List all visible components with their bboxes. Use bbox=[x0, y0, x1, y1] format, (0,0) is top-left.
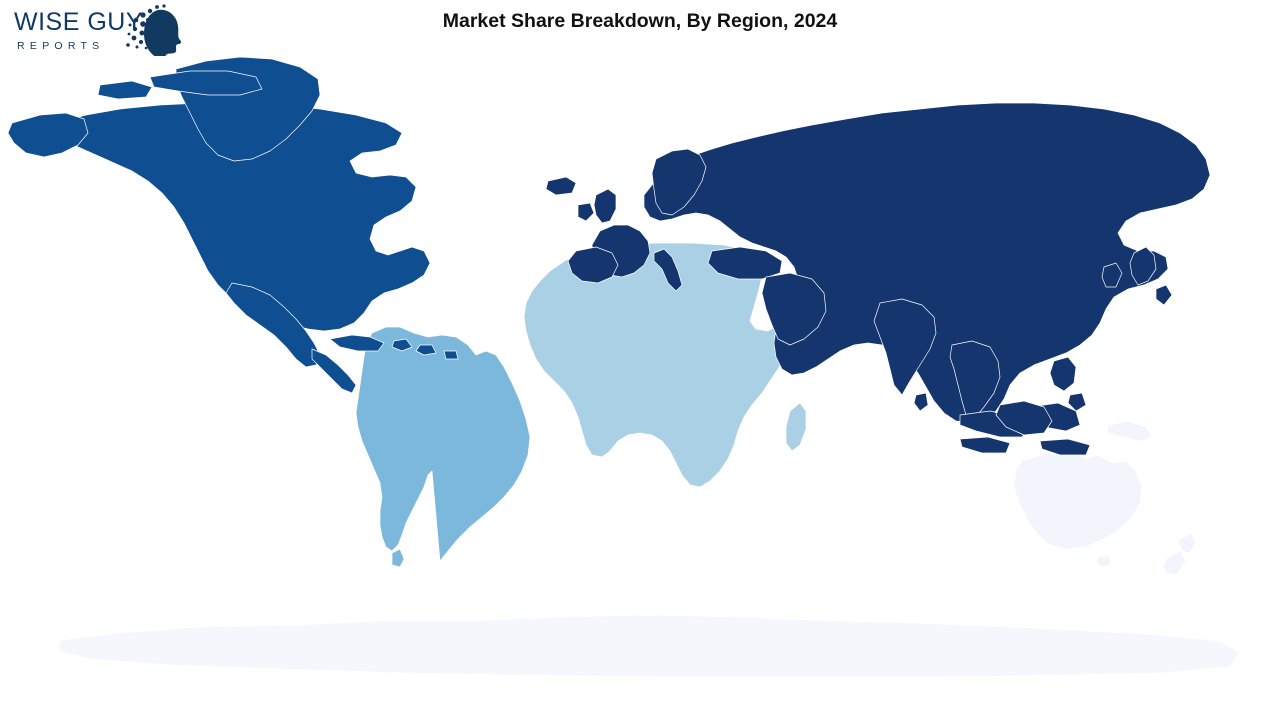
logo-line2: R E P O R T S bbox=[17, 40, 100, 52]
korea-landmass bbox=[1102, 263, 1122, 287]
africa-landmass bbox=[524, 243, 796, 487]
png-landmass bbox=[1108, 421, 1152, 441]
new-zealand-landmass bbox=[1163, 533, 1196, 575]
map-region-oceania bbox=[1014, 421, 1196, 575]
head-shape bbox=[144, 9, 182, 56]
canadian-arctic-islands bbox=[98, 71, 262, 99]
map-region-eurasia bbox=[546, 103, 1210, 455]
malaysia-borneo-landmass bbox=[996, 401, 1052, 435]
antarctica-landmass bbox=[58, 615, 1240, 677]
uk-ireland-landmass bbox=[578, 189, 616, 223]
central-america-landmass bbox=[312, 349, 356, 393]
logo-wordmark: WISE GUY R E P O R T S bbox=[14, 8, 143, 52]
alaska-landmass bbox=[8, 113, 88, 157]
caribbean-islands bbox=[330, 335, 458, 359]
logo-line1: WISE GUY bbox=[14, 8, 143, 36]
south-america-landmass bbox=[356, 327, 530, 561]
australia-landmass bbox=[1014, 451, 1142, 549]
canada-usa-landmass bbox=[56, 103, 430, 331]
scandinavia-landmass bbox=[652, 149, 706, 215]
map-region-africa bbox=[524, 243, 806, 487]
logo-svg: WISE GUY R E P O R T S bbox=[14, 4, 182, 56]
map-region-south-america bbox=[356, 327, 530, 567]
iberia-landmass bbox=[568, 247, 618, 283]
japan-landmass bbox=[1130, 247, 1172, 305]
india-landmass bbox=[874, 299, 936, 395]
iceland-landmass bbox=[546, 177, 576, 195]
tasmania-landmass bbox=[1097, 555, 1112, 567]
chart-header: WISE GUY R E P O R T S bbox=[0, 0, 1280, 62]
mexico-landmass bbox=[226, 283, 320, 367]
italy-landmass bbox=[654, 249, 682, 291]
wise-guy-reports-logo: WISE GUY R E P O R T S bbox=[12, 4, 192, 56]
madagascar-landmass bbox=[786, 403, 806, 451]
world-map bbox=[0, 55, 1280, 720]
head-dots-logo-icon bbox=[126, 4, 182, 56]
world-map-svg bbox=[0, 55, 1280, 720]
map-region-antarctica bbox=[58, 615, 1240, 677]
philippines-landmass bbox=[1050, 357, 1086, 411]
sri-lanka-landmass bbox=[914, 393, 928, 411]
map-region-north-america bbox=[8, 57, 458, 393]
arabian-peninsula-landmass bbox=[762, 273, 826, 345]
south-america-southern-tip bbox=[392, 549, 404, 567]
page-title: Market Share Breakdown, By Region, 2024 bbox=[442, 10, 838, 32]
